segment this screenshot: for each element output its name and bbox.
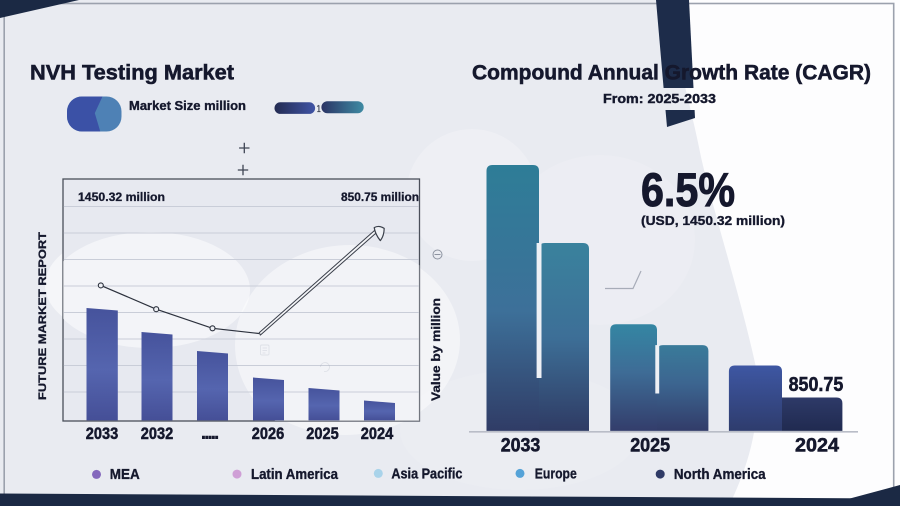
svg-text:MEA: MEA (110, 466, 140, 483)
svg-text:From: 2025-2033: From: 2025-2033 (603, 91, 716, 106)
svg-text:North America: North America (674, 466, 766, 483)
svg-text:2026: 2026 (252, 424, 285, 443)
svg-text:Value by million: Value by million (431, 298, 443, 401)
svg-text:Market Size million: Market Size million (129, 98, 246, 113)
svg-text:FUTURE MARKET REPORT: FUTURE MARKET REPORT (37, 232, 49, 400)
svg-text:6.5%: 6.5% (641, 163, 735, 216)
svg-text:Europe: Europe (535, 466, 577, 483)
svg-text:Compound Annual Growth Rate (C: Compound Annual Growth Rate (CAGR) (472, 61, 871, 85)
svg-text:2025: 2025 (630, 434, 670, 456)
svg-text:2024: 2024 (361, 424, 394, 443)
svg-text:NVH Testing Market: NVH Testing Market (30, 61, 234, 85)
svg-text:2032: 2032 (141, 424, 174, 443)
svg-text:850.75: 850.75 (789, 374, 844, 396)
svg-text:Latin America: Latin America (251, 466, 339, 483)
svg-text:Asia Pacific: Asia Pacific (391, 466, 462, 483)
svg-text:2033: 2033 (86, 424, 119, 443)
svg-text:2033: 2033 (501, 434, 541, 456)
svg-text:2025: 2025 (306, 424, 339, 443)
svg-text:2024: 2024 (795, 434, 839, 456)
svg-text:850.75 million: 850.75 million (341, 190, 419, 204)
svg-text:1450.32 million: 1450.32 million (78, 190, 165, 204)
svg-text:(USD, 1450.32 million): (USD, 1450.32 million) (641, 213, 785, 228)
